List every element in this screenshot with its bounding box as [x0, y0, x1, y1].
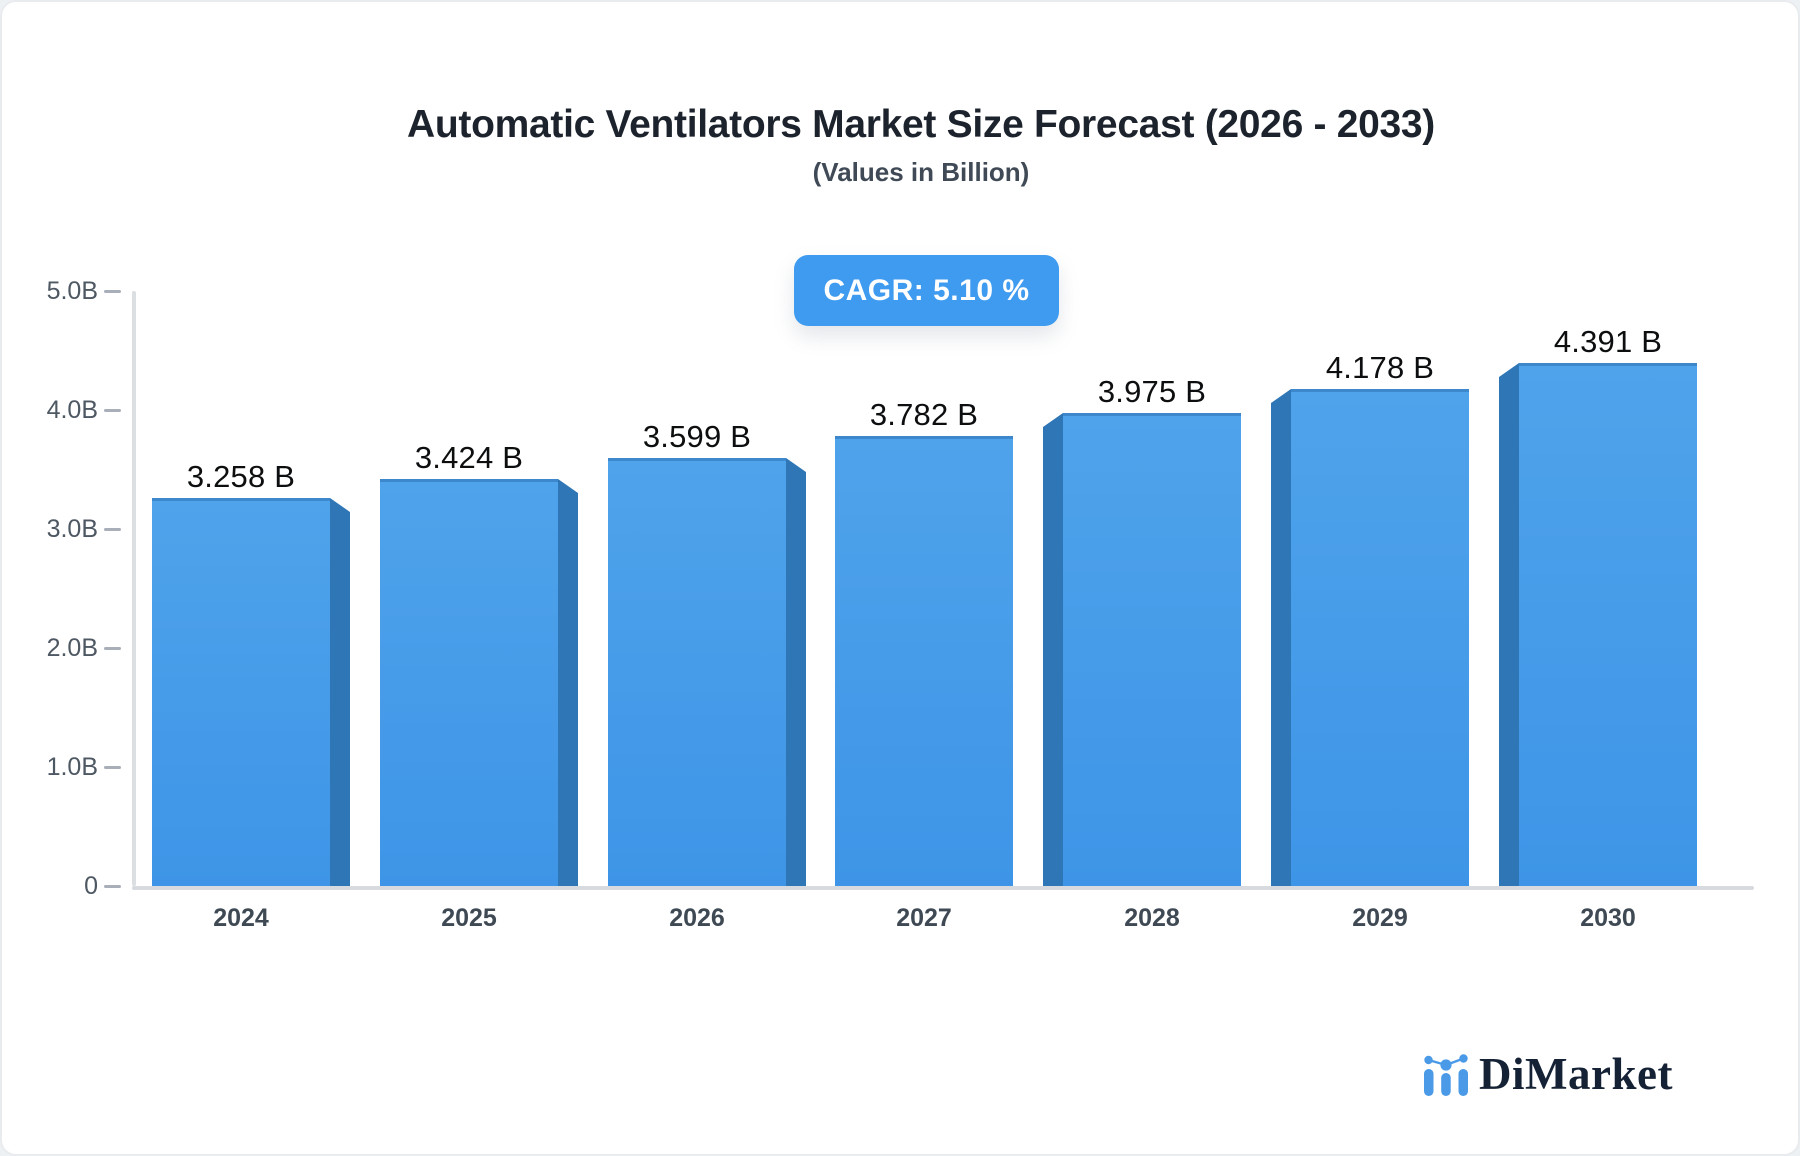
y-tick-label: 5.0B — [46, 277, 98, 305]
bar-value-label: 3.975 B — [1097, 374, 1207, 409]
y-tick — [104, 885, 121, 888]
y-tick-label: 0 — [84, 872, 98, 900]
x-axis-label: 2025 — [441, 904, 497, 932]
y-tick-label: 4.0B — [46, 396, 98, 424]
y-tick — [104, 528, 121, 531]
x-axis-label: 2030 — [1580, 904, 1636, 932]
x-axis-label: 2028 — [1124, 904, 1180, 932]
dimarket-logo-icon — [1424, 1054, 1468, 1096]
bar-value-label: 3.258 B — [186, 459, 296, 494]
bar-side-face — [786, 458, 806, 886]
x-axis-label: 2027 — [896, 904, 952, 932]
bar-value-label: 3.424 B — [414, 440, 524, 475]
bar-2029 — [1291, 389, 1469, 886]
bar-2027 — [835, 436, 1013, 886]
bar-side-face — [1043, 413, 1063, 886]
dimarket-logo-text: DiMarket — [1479, 1049, 1673, 1099]
y-tick — [104, 647, 121, 650]
bar-value-label: 3.599 B — [642, 419, 752, 454]
bar-2026 — [608, 458, 786, 886]
brand-logo: DiMarket — [1423, 1046, 1673, 1098]
bar-side-face — [1499, 363, 1519, 886]
y-tick — [104, 409, 121, 412]
bar-side-face — [330, 498, 350, 886]
bar-value-label: 4.391 B — [1553, 324, 1663, 359]
y-tick-label: 1.0B — [46, 753, 98, 781]
y-tick-label: 2.0B — [46, 634, 98, 662]
y-tick — [104, 766, 121, 769]
bar-2030 — [1519, 363, 1697, 886]
bar-side-face — [558, 479, 578, 886]
y-axis-line — [132, 291, 136, 886]
bar-2025 — [380, 479, 558, 886]
bar-2028 — [1063, 413, 1241, 886]
chart-header: Automatic Ventilators Market Size Foreca… — [44, 2, 1798, 187]
y-tick — [104, 290, 121, 293]
cagr-badge: CAGR: 5.10 % — [794, 255, 1059, 326]
bar-side-face — [1271, 389, 1291, 886]
chart-title: Automatic Ventilators Market Size Foreca… — [407, 103, 1435, 146]
x-axis-label: 2029 — [1352, 904, 1408, 932]
chart-subtitle: (Values in Billion) — [812, 157, 1030, 187]
x-axis-label: 2026 — [669, 904, 725, 932]
bar-value-label: 3.782 B — [869, 397, 979, 432]
bar-value-label: 4.178 B — [1325, 350, 1435, 385]
y-tick-label: 3.0B — [46, 515, 98, 543]
x-axis-line — [132, 886, 1754, 890]
x-axis-label: 2024 — [213, 904, 269, 932]
bar-2024 — [152, 498, 330, 886]
